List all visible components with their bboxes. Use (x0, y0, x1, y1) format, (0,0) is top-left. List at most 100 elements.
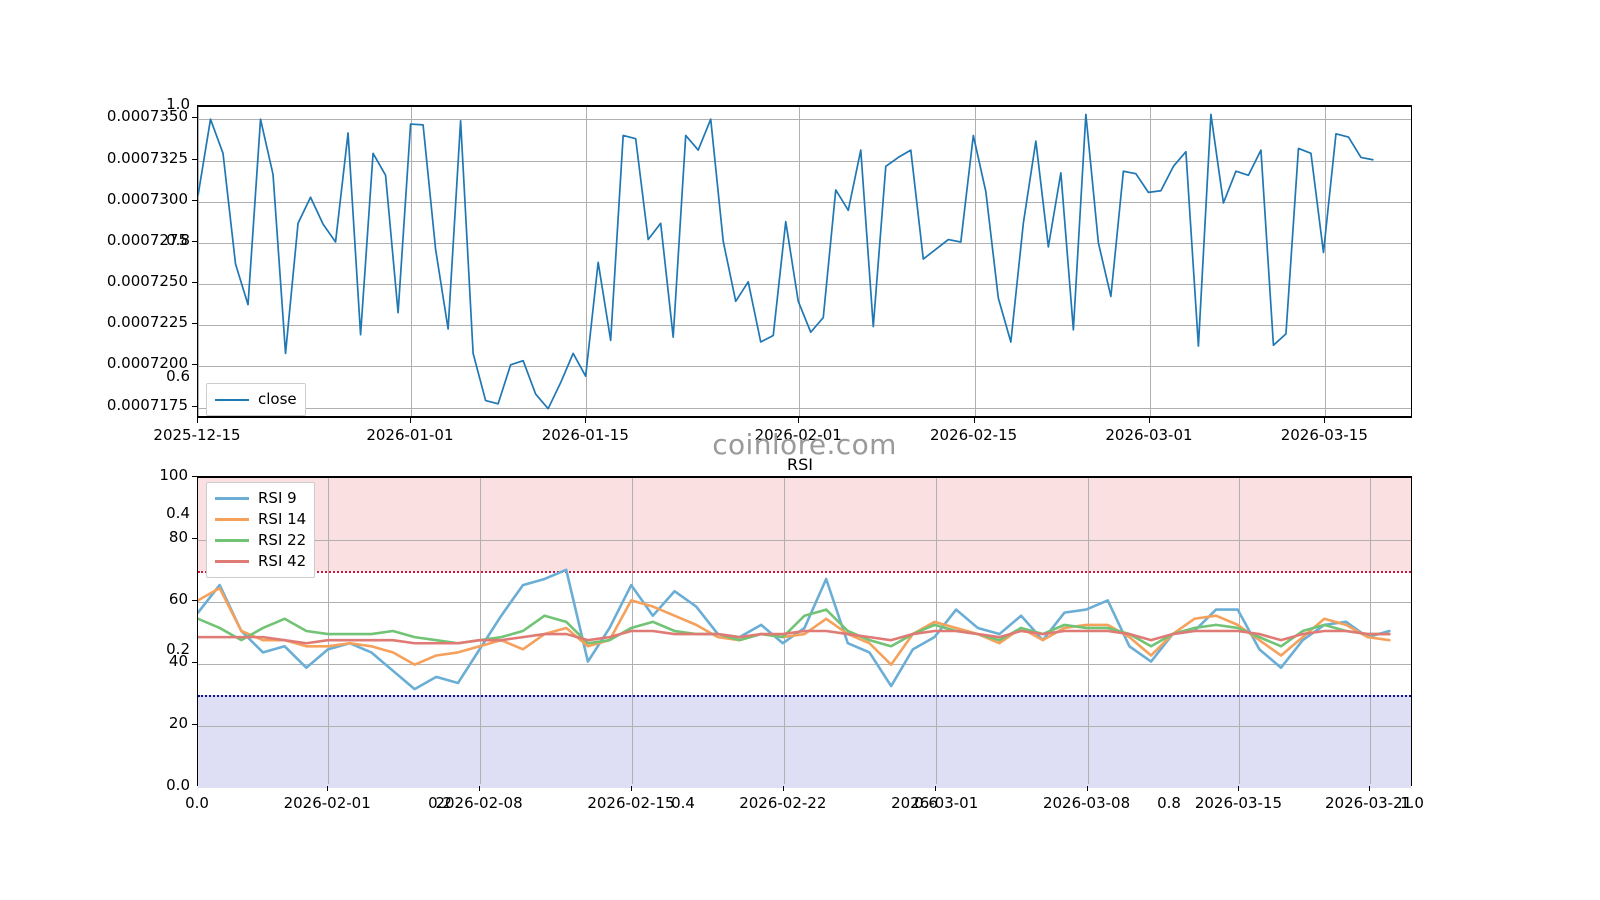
series-line-rsi-22 (198, 610, 1389, 647)
price-y-tick-label: 0.0007350 (106, 107, 188, 126)
gridline-vertical (799, 107, 801, 416)
price-chart-plot-area (197, 105, 1412, 418)
gridline-vertical (480, 478, 482, 784)
legend-swatch (215, 518, 249, 521)
gridline-horizontal (198, 540, 1411, 541)
series-line-close (198, 114, 1373, 408)
axis-tick (192, 158, 197, 160)
price-y-tick-label: 0.0007275 (106, 230, 188, 249)
background-y-tick-label: 1.0 (166, 95, 190, 113)
legend-swatch (215, 539, 249, 542)
axis-tick (934, 786, 936, 791)
axis-tick (1086, 786, 1088, 791)
price-x-tick-label: 2026-01-01 (366, 426, 454, 444)
price-y-tick-label: 0.0007225 (106, 313, 188, 332)
gridline-horizontal (198, 201, 1411, 203)
legend-item[interactable]: RSI 14 (215, 509, 306, 530)
axis-tick (782, 786, 784, 791)
background-y-tick-label: 0.4 (166, 503, 190, 522)
axis-tick (479, 786, 481, 791)
price-x-tick-label: 2026-03-15 (1280, 426, 1368, 444)
background-x-tick-label: 0.4 (671, 794, 695, 812)
axis-tick (409, 418, 411, 423)
rsi-x-tick-label: 2026-02-01 (283, 794, 371, 812)
gridline-vertical (1325, 107, 1327, 416)
axis-tick (1148, 418, 1150, 423)
rsi-chart-plot-area (197, 476, 1412, 788)
gridline-horizontal (198, 407, 1411, 409)
background-x-tick-label: 0.0 (185, 794, 209, 812)
legend-swatch (215, 398, 249, 401)
series-line-rsi-42 (198, 631, 1389, 643)
gridline-vertical (783, 478, 785, 784)
legend-swatch (215, 497, 249, 500)
price-y-tick-label: 0.0007175 (106, 395, 188, 414)
background-y-tick-label: 0.6 (166, 367, 190, 386)
gridline-horizontal (198, 602, 1411, 603)
axis-tick (973, 418, 975, 423)
axis-tick (192, 282, 197, 284)
axis-tick (1324, 418, 1326, 423)
overbought-threshold-line (198, 571, 1411, 573)
rsi-x-tick-label: 2026-03-08 (1042, 794, 1131, 812)
gridline-vertical (586, 107, 588, 416)
price-x-tick-label: 2026-03-01 (1105, 426, 1193, 444)
overbought-zone (198, 478, 1411, 571)
axis-tick (192, 199, 197, 201)
gridline-vertical (328, 478, 330, 784)
rsi-y-tick-label: 80 (168, 528, 188, 546)
series-line-rsi-14 (198, 588, 1389, 665)
price-y-tick-label: 0.0007325 (106, 148, 188, 167)
axis-tick (327, 786, 329, 791)
legend-label: RSI 9 (258, 489, 297, 507)
gridline-horizontal (198, 726, 1411, 727)
rsi-x-tick-label: 2026-03-01 (891, 794, 979, 812)
rsi-y-tick-label: 20 (168, 714, 188, 732)
background-y-tick-label: 0.8 (166, 231, 190, 250)
background-x-tick-label: 0.6 (914, 794, 938, 812)
price-y-tick-label: 0.0007250 (106, 272, 188, 291)
legend-item[interactable]: RSI 9 (215, 488, 306, 509)
legend-swatch (215, 560, 249, 563)
axis-tick (798, 418, 800, 423)
axis-tick (192, 364, 197, 366)
rsi-chart-title: RSI (787, 455, 813, 474)
axis-tick (192, 405, 197, 407)
rsi-x-tick-label: 2026-03-21 (1325, 794, 1413, 812)
legend-item[interactable]: close (215, 389, 297, 410)
legend-item[interactable]: RSI 42 (215, 551, 306, 572)
rsi-y-tick-label: 60 (168, 590, 188, 608)
background-x-tick-label: 1.0 (1400, 794, 1424, 812)
price-x-tick-label: 2026-02-01 (754, 426, 842, 444)
price-y-tick-label: 0.0007300 (106, 189, 188, 208)
axis-tick (630, 786, 632, 791)
gridline-horizontal (198, 284, 1411, 286)
rsi-x-tick-label: 2026-03-15 (1194, 794, 1283, 812)
price-gridlines (198, 107, 1411, 416)
price-chart-legend[interactable]: close (206, 383, 306, 416)
series-line-rsi-9 (198, 570, 1389, 689)
axis-tick (585, 418, 587, 423)
background-x-tick-label: 0.8 (1157, 794, 1181, 812)
price-y-tick-label: 0.0007200 (106, 354, 188, 373)
rsi-chart-legend[interactable]: RSI 9 RSI 14 RSI 22 RSI 42 (206, 482, 316, 578)
gridline-horizontal (198, 119, 1411, 121)
axis-tick (1238, 786, 1240, 791)
price-x-tick-label: 2025-12-15 (153, 426, 241, 444)
axis-tick (192, 600, 197, 601)
legend-item[interactable]: RSI 22 (215, 530, 306, 551)
gridline-horizontal (198, 242, 1411, 244)
gridline-vertical (410, 107, 412, 416)
axis-tick (1368, 786, 1370, 791)
rsi-y-tick-label: 40 (168, 652, 188, 670)
rsi-x-tick-label: 2026-02-22 (739, 794, 827, 812)
legend-label: RSI 42 (258, 552, 307, 570)
rsi-x-tick-label: 2026-02-15 (587, 794, 675, 812)
gridline-vertical (974, 107, 976, 416)
axis-tick (192, 724, 197, 725)
price-x-tick-label: 2026-01-15 (541, 426, 629, 444)
axis-tick (192, 662, 197, 663)
background-y-tick-label: 0.2 (166, 639, 190, 658)
gridline-horizontal (198, 366, 1411, 368)
